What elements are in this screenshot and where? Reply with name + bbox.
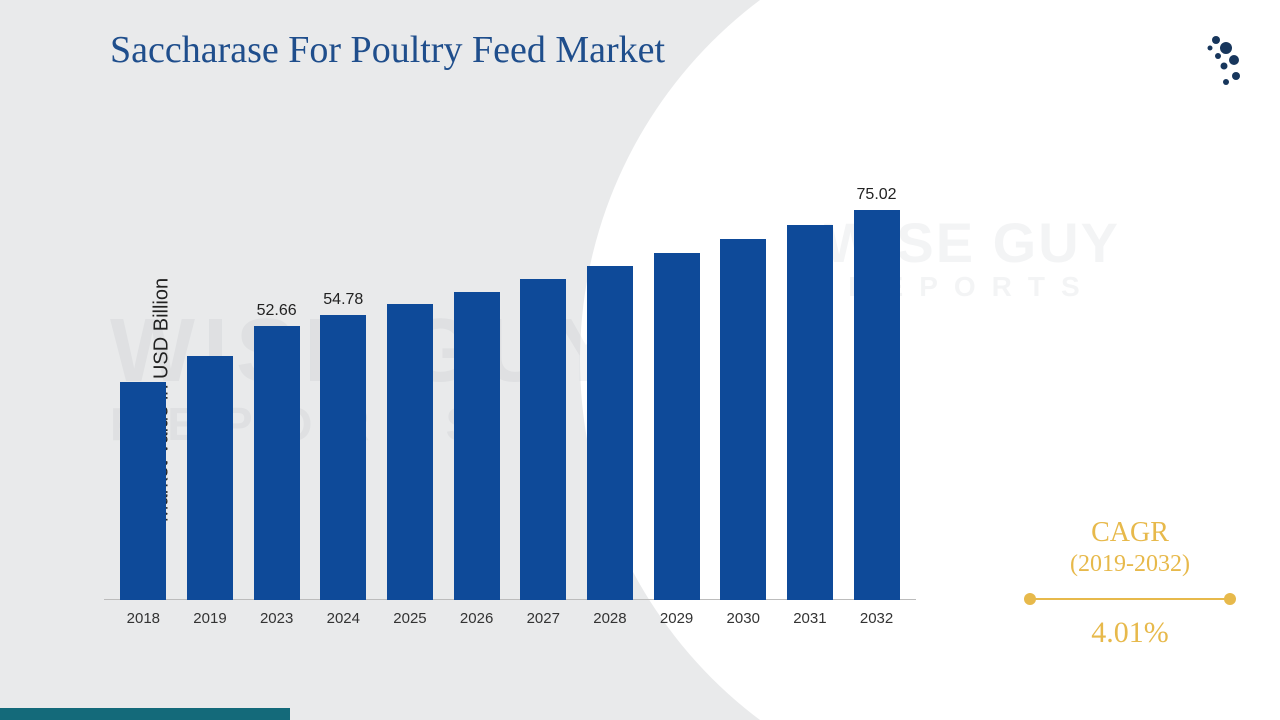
x-tick-label: 2018 [112, 604, 174, 640]
cagr-divider [1030, 598, 1230, 600]
bar [720, 239, 766, 600]
bar [654, 253, 700, 600]
chart-area: Market Value in USD Billion 424752.6654.… [90, 160, 910, 640]
x-tick-label: 2031 [779, 604, 841, 640]
x-tick-label: 2026 [446, 604, 508, 640]
x-tick-label: 2019 [179, 604, 241, 640]
chart-title: Saccharase For Poultry Feed Market [110, 28, 665, 72]
cagr-label: CAGR [1020, 517, 1240, 549]
bottom-accent-bar [0, 708, 290, 720]
bar-group: 42 [112, 358, 174, 600]
x-tick-label: 2027 [512, 604, 574, 640]
bar [587, 266, 633, 600]
bar [454, 292, 500, 600]
x-tick-label: 2028 [579, 604, 641, 640]
x-tick-label: 2030 [712, 604, 774, 640]
bar-value-label: 54.78 [323, 291, 363, 311]
bar [854, 210, 900, 600]
bar-group: 47 [179, 332, 241, 600]
bar-value-label: 52.66 [257, 302, 297, 322]
bar-group: 57 [379, 280, 441, 600]
x-tick-label: 2029 [646, 604, 708, 640]
x-tick-label: 2025 [379, 604, 441, 640]
brand-logo-text: WISE GUY REPORTS [994, 46, 1160, 96]
bar-group: 52.66 [246, 302, 308, 600]
bar [387, 304, 433, 600]
bar-group: 66.8 [646, 229, 708, 600]
bar-group: 59.3 [446, 268, 508, 600]
bar-value-label: 75.02 [857, 186, 897, 206]
bar-group: 61.7 [512, 255, 574, 600]
brand-logo-line2: REPORTS [994, 78, 1160, 96]
brand-logo-icon [1170, 26, 1248, 116]
brand-logo-line1: WISE GUY [994, 46, 1160, 80]
cagr-block: CAGR (2019-2032) 4.01% [1020, 517, 1240, 650]
bar [254, 326, 300, 600]
x-tick-label: 2024 [312, 604, 374, 640]
bar [520, 279, 566, 600]
x-tick-label: 2023 [246, 604, 308, 640]
bars-container: 4247 52.66 54.78 5759.361.764.266.869.572.2… [110, 160, 910, 600]
cagr-range: (2019-2032) [1020, 551, 1240, 578]
bar-group: 72.2 [779, 201, 841, 600]
bar-group: 75.02 [846, 186, 908, 600]
x-labels-container: 2018201920232024202520262027202820292030… [110, 604, 910, 640]
bar [187, 356, 233, 600]
brand-logo: WISE GUY REPORTS [978, 26, 1248, 116]
bar [120, 382, 166, 600]
bar-group: 54.78 [312, 291, 374, 600]
bar [320, 315, 366, 600]
bar [787, 225, 833, 600]
bar-group: 69.5 [712, 215, 774, 600]
x-tick-label: 2032 [846, 604, 908, 640]
cagr-value: 4.01% [1020, 616, 1240, 650]
chart-canvas: WISE GUY REPORTS WISE GUY REPORTS Saccha… [0, 0, 1280, 720]
bar-group: 64.2 [579, 242, 641, 600]
